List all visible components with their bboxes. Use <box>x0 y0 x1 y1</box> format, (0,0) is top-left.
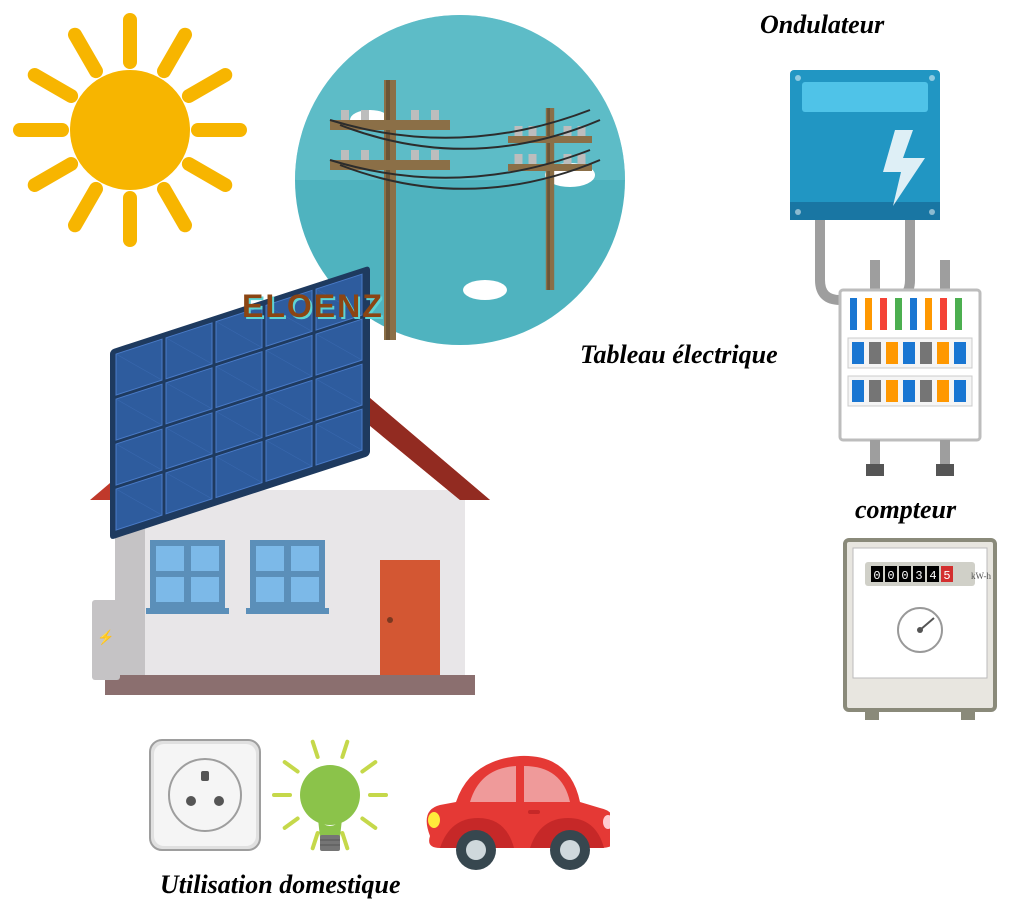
svg-text:4: 4 <box>929 569 936 583</box>
solar-diagram: ⚡000345kW-h <box>0 0 1024 905</box>
label-utilisation: Utilisation domestique <box>160 870 401 900</box>
outlet-icon <box>150 740 260 850</box>
inverter-icon <box>790 70 940 300</box>
label-tableau: Tableau électrique <box>580 340 778 370</box>
bulb-icon <box>274 742 386 851</box>
brand-label: ELOENZ <box>242 288 384 325</box>
svg-text:5: 5 <box>943 569 950 583</box>
label-compteur: compteur <box>855 495 956 525</box>
svg-text:0: 0 <box>901 569 908 583</box>
svg-text:kW-h: kW-h <box>971 571 991 581</box>
svg-text:3: 3 <box>915 569 922 583</box>
charger-silhouette <box>610 768 1002 894</box>
svg-text:0: 0 <box>873 569 880 583</box>
label-ondulateur: Ondulateur <box>760 10 884 40</box>
electrical-panel-icon <box>840 260 980 476</box>
svg-text:⚡: ⚡ <box>97 629 114 646</box>
meter-icon: 000345kW-h <box>845 540 995 720</box>
car-icon <box>427 756 616 870</box>
sun-icon <box>20 20 240 240</box>
svg-text:0: 0 <box>887 569 894 583</box>
